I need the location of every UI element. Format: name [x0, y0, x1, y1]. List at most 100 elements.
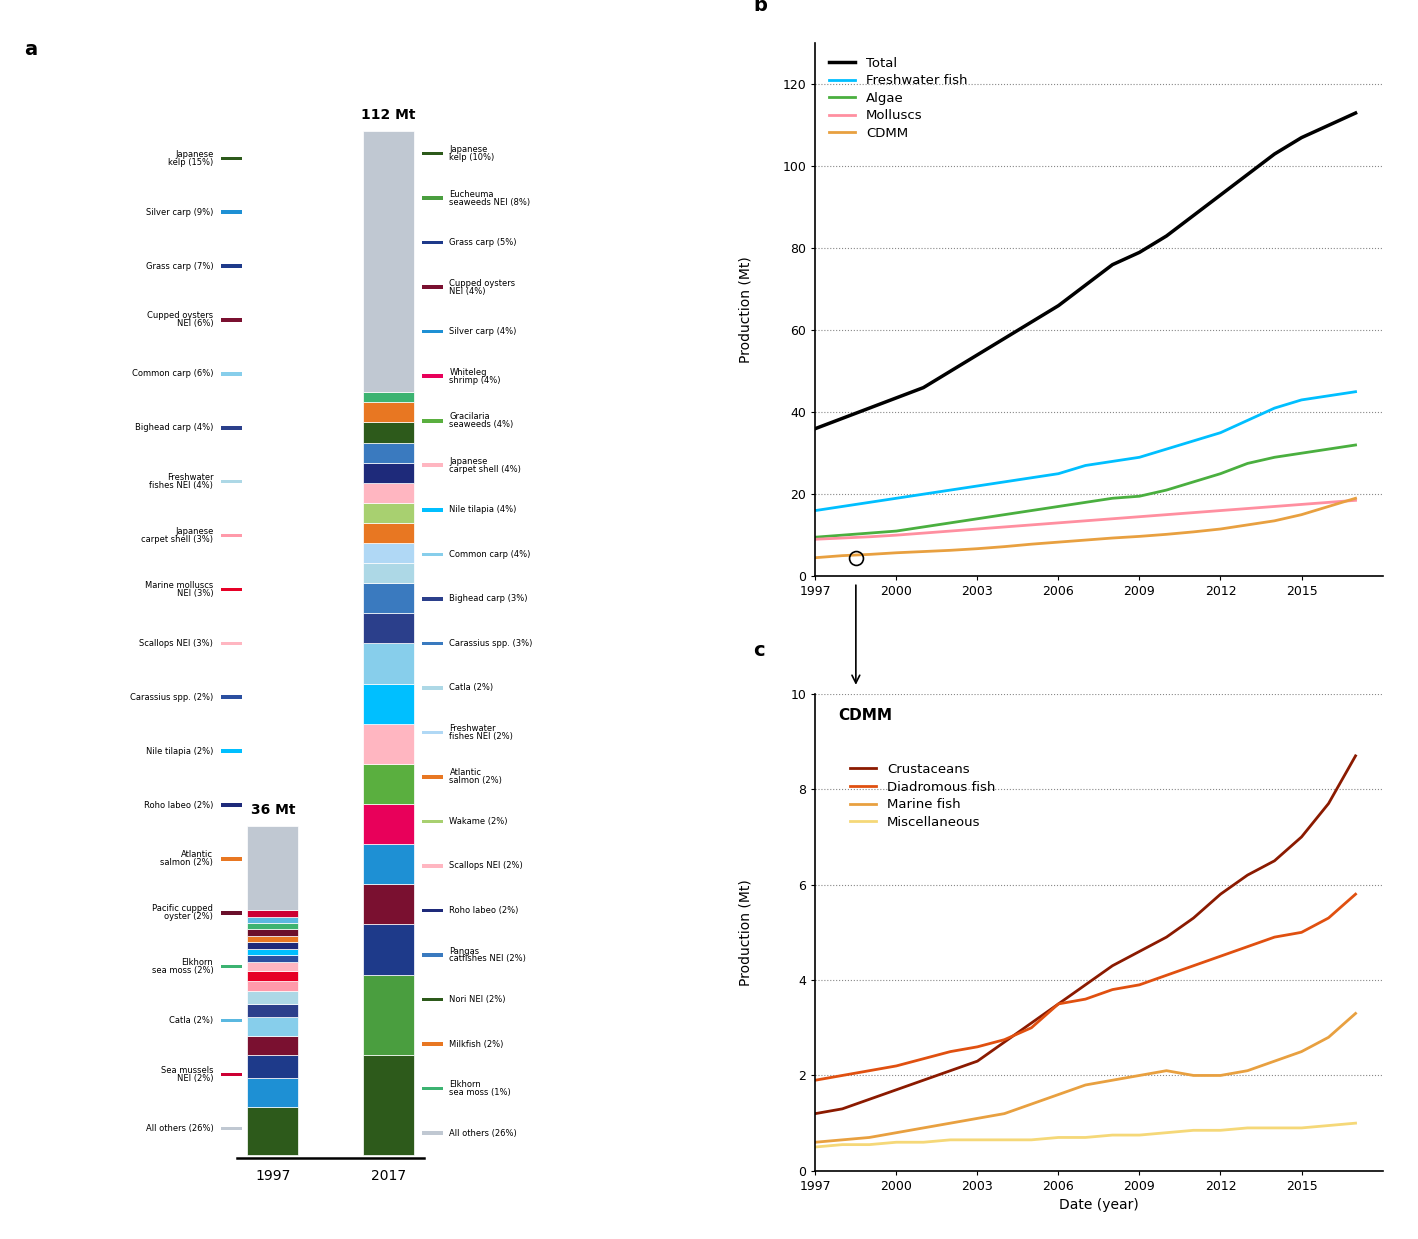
Algae — [1266, 450, 1283, 465]
Miscellaneous — [834, 1137, 851, 1152]
Molluscs — [942, 524, 959, 539]
Miscellaneous — [888, 1135, 905, 1150]
Diadromous fish — [995, 1032, 1012, 1047]
Molluscs — [995, 519, 1012, 534]
Bar — [221, 426, 242, 430]
Freshwater fish — [834, 499, 851, 514]
Crustaceans — [915, 1073, 932, 1088]
Bar — [221, 479, 242, 483]
Crustaceans — [995, 1035, 1012, 1049]
Miscellaneous — [968, 1132, 986, 1147]
Miscellaneous — [1022, 1132, 1039, 1147]
Line: Diadromous fish: Diadromous fish — [815, 895, 1356, 1080]
Text: Silver carp (9%): Silver carp (9%) — [146, 208, 213, 217]
Bar — [221, 965, 242, 969]
Diadromous fish — [1076, 991, 1093, 1006]
Bar — [247, 1078, 298, 1106]
Miscellaneous — [1076, 1130, 1093, 1145]
Text: Bighead carp (4%): Bighead carp (4%) — [135, 424, 213, 432]
Total — [995, 331, 1012, 346]
Bar — [221, 857, 242, 861]
Text: Gracilaria
seaweeds (4%): Gracilaria seaweeds (4%) — [450, 413, 513, 429]
Marine fish — [1266, 1053, 1283, 1068]
Bar — [423, 1131, 442, 1135]
Bar — [423, 463, 442, 467]
Miscellaneous — [1239, 1120, 1256, 1135]
Bar — [423, 776, 442, 778]
Bar — [247, 1056, 298, 1078]
CDMM — [942, 543, 959, 558]
Bar — [363, 503, 414, 523]
Text: Whiteleg
shrimp (4%): Whiteleg shrimp (4%) — [450, 368, 501, 384]
Total — [915, 380, 932, 395]
Algae — [1293, 446, 1310, 461]
Freshwater fish — [915, 487, 932, 502]
Crustaceans — [1212, 887, 1229, 902]
Total — [942, 364, 959, 379]
Legend: Total, Freshwater fish, Algae, Molluscs, CDMM: Total, Freshwater fish, Algae, Molluscs,… — [824, 51, 973, 145]
Text: Eucheuma
seaweeds NEI (8%): Eucheuma seaweeds NEI (8%) — [450, 190, 530, 207]
Crustaceans — [942, 1063, 959, 1078]
Bar — [221, 534, 242, 538]
Text: Common carp (4%): Common carp (4%) — [450, 550, 530, 559]
Bar — [363, 462, 414, 483]
Bar — [247, 943, 298, 949]
Text: Pacific cupped
oyster (2%): Pacific cupped oyster (2%) — [152, 904, 213, 922]
Total — [1293, 130, 1310, 145]
Freshwater fish — [942, 483, 959, 498]
Bar — [221, 1018, 242, 1022]
Bar — [423, 330, 442, 333]
Diadromous fish — [1266, 929, 1283, 944]
Bar — [221, 156, 242, 160]
Algae — [968, 512, 986, 527]
Bar — [221, 372, 242, 375]
Bar — [363, 393, 414, 403]
Molluscs — [888, 528, 905, 543]
Line: Total: Total — [815, 113, 1356, 429]
CDMM — [1212, 522, 1229, 536]
Freshwater fish — [1049, 466, 1066, 481]
Text: a: a — [24, 40, 37, 58]
Text: 36 Mt: 36 Mt — [251, 803, 295, 817]
Text: Atlantic
salmon (2%): Atlantic salmon (2%) — [160, 850, 213, 867]
Diadromous fish — [1212, 949, 1229, 964]
Text: Japanese
kelp (10%): Japanese kelp (10%) — [450, 145, 495, 162]
Text: Japanese
kelp (15%): Japanese kelp (15%) — [167, 150, 213, 167]
Bar — [423, 285, 442, 289]
Molluscs — [807, 532, 824, 546]
Bar — [363, 684, 414, 724]
Freshwater fish — [1266, 400, 1283, 415]
Total — [1049, 299, 1066, 313]
Bar — [363, 1054, 414, 1155]
Text: b: b — [753, 0, 767, 15]
Text: Nile tilapia (4%): Nile tilapia (4%) — [450, 506, 516, 514]
Diadromous fish — [1159, 968, 1176, 983]
Total — [1185, 208, 1202, 223]
Text: Freshwater
fishes NEI (4%): Freshwater fishes NEI (4%) — [149, 473, 213, 491]
Bar — [247, 935, 298, 943]
Molluscs — [1212, 503, 1229, 518]
Algae — [1022, 503, 1039, 518]
Crustaceans — [1293, 830, 1310, 845]
Text: Common carp (6%): Common carp (6%) — [132, 369, 213, 378]
Total — [1076, 278, 1093, 292]
Bar — [221, 695, 242, 699]
Bar — [423, 686, 442, 690]
Crustaceans — [834, 1101, 851, 1116]
Bar — [423, 820, 442, 823]
Bar — [423, 152, 442, 155]
Marine fish — [1159, 1063, 1176, 1078]
Algae — [942, 515, 959, 530]
Crustaceans — [1022, 1016, 1039, 1031]
Freshwater fish — [1105, 453, 1122, 468]
Molluscs — [1347, 493, 1364, 508]
Text: Catla (2%): Catla (2%) — [169, 1016, 213, 1025]
Total — [1212, 187, 1229, 202]
Line: CDMM: CDMM — [815, 498, 1356, 558]
Miscellaneous — [1212, 1123, 1229, 1137]
Freshwater fish — [1320, 388, 1337, 403]
Bar — [247, 1106, 298, 1155]
Text: 2017: 2017 — [372, 1170, 406, 1183]
Bar — [363, 804, 414, 844]
Diadromous fish — [861, 1063, 878, 1078]
